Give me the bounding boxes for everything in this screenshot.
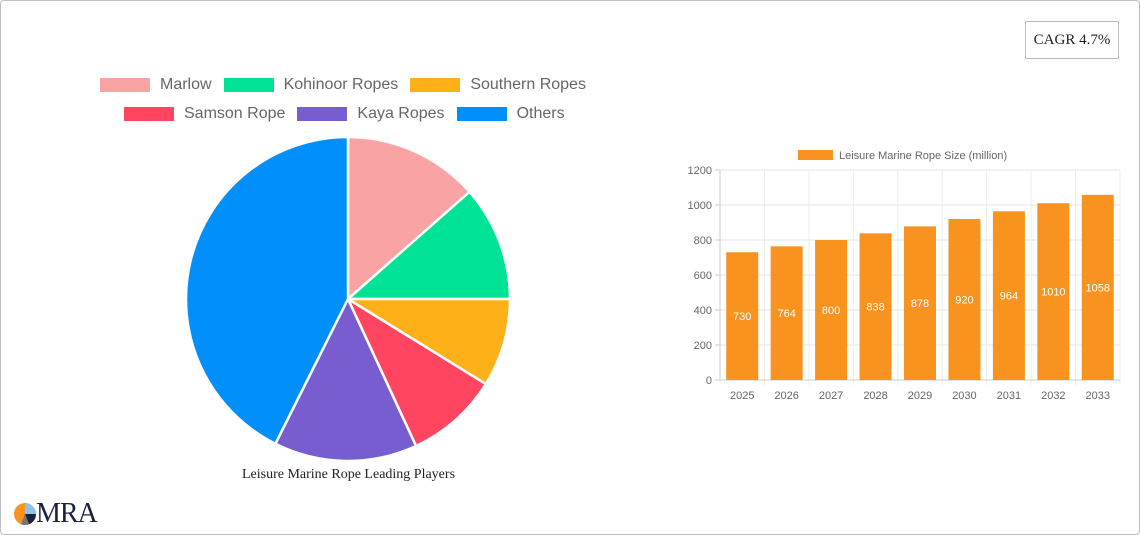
x-tick-label: 2033	[1086, 390, 1110, 402]
logo-text: MRA	[36, 498, 98, 529]
legend-item-southern[interactable]: Southern Ropes	[410, 76, 586, 94]
x-tick-label: 2026	[774, 390, 798, 402]
bar-value-label: 1010	[1041, 287, 1065, 299]
logo-pie-icon	[14, 503, 37, 526]
y-tick-label: 800	[694, 235, 712, 247]
legend-label: Southern Ropes	[470, 76, 586, 93]
bar-value-label: 878	[911, 298, 929, 310]
pie-slice-southern-ropes[interactable]	[343, 297, 512, 386]
pie-slice-kohinoor-ropes[interactable]	[344, 190, 512, 301]
legend-label: Others	[516, 105, 565, 122]
legend-item-samson[interactable]: Samson Rope	[124, 105, 285, 123]
bar-value-label: 920	[955, 295, 973, 307]
legend-label: Samson Rope	[184, 105, 286, 122]
pie-legend-row-1: Marlow Kohinoor Ropes Southern Ropes	[100, 76, 598, 94]
pie-slice-others[interactable]	[184, 135, 350, 446]
legend-swatch	[410, 78, 461, 92]
bar-legend-swatch	[798, 150, 833, 160]
bar-2025[interactable]	[726, 252, 759, 380]
pie-slice-samson-rope[interactable]	[345, 295, 488, 448]
cagr-label: CAGR 4.7%	[1033, 31, 1111, 48]
y-tick-label: 600	[694, 270, 712, 282]
bar-2031[interactable]	[992, 211, 1025, 380]
bar-value-label: 730	[733, 311, 751, 323]
legend-label: Marlow	[160, 76, 212, 93]
x-tick-label: 2030	[952, 390, 976, 402]
legend-swatch	[100, 78, 150, 92]
bar-legend-label[interactable]: Leisure Marine Rope Size (million)	[839, 150, 1007, 162]
pie-legend-row-2: Samson Rope Kaya Ropes Others	[124, 105, 577, 123]
legend-swatch	[297, 107, 348, 121]
legend-label: Kaya Ropes	[357, 105, 445, 122]
legend-item-marlow[interactable]: Marlow	[100, 76, 212, 94]
bar-2032[interactable]	[1037, 203, 1070, 380]
bar-2033[interactable]	[1081, 194, 1114, 380]
bar-value-label: 1058	[1086, 282, 1110, 294]
y-tick-label: 200	[694, 340, 712, 352]
bar-value-label: 964	[1000, 291, 1018, 303]
legend-item-kohinoor[interactable]: Kohinoor Ropes	[223, 76, 399, 94]
x-tick-label: 2032	[1041, 390, 1065, 402]
bar-value-label: 764	[777, 308, 795, 320]
pie-slice-marlow[interactable]	[346, 135, 472, 302]
cagr-badge: CAGR 4.7%	[1025, 21, 1119, 59]
pie-caption: Leisure Marine Rope Leading Players	[241, 467, 456, 482]
bar-2027[interactable]	[815, 240, 848, 380]
y-tick-label: 1000	[688, 200, 712, 212]
legend-label: Kohinoor Ropes	[283, 76, 399, 93]
bar-2026[interactable]	[770, 246, 803, 380]
y-tick-label: 400	[694, 305, 712, 317]
legend-item-others[interactable]: Others	[456, 105, 565, 123]
legend-item-kaya[interactable]: Kaya Ropes	[297, 105, 445, 123]
x-tick-label: 2028	[863, 390, 887, 402]
x-tick-label: 2025	[730, 390, 754, 402]
y-tick-label: 1200	[688, 165, 712, 177]
x-tick-label: 2029	[908, 390, 932, 402]
legend-swatch	[456, 107, 507, 121]
y-tick-label: 0	[706, 375, 712, 387]
x-tick-label: 2027	[819, 390, 843, 402]
pie-slice-kaya-ropes[interactable]	[273, 296, 418, 463]
bar-value-label: 800	[822, 305, 840, 317]
mra-logo: MRA	[12, 498, 98, 530]
legend-swatch	[223, 78, 274, 92]
bar-2028[interactable]	[859, 233, 892, 380]
bar-value-label: 838	[866, 302, 884, 314]
bar-2029[interactable]	[904, 226, 936, 380]
legend-swatch	[124, 107, 174, 121]
x-tick-label: 2031	[997, 390, 1021, 402]
bar-2030[interactable]	[948, 219, 981, 380]
